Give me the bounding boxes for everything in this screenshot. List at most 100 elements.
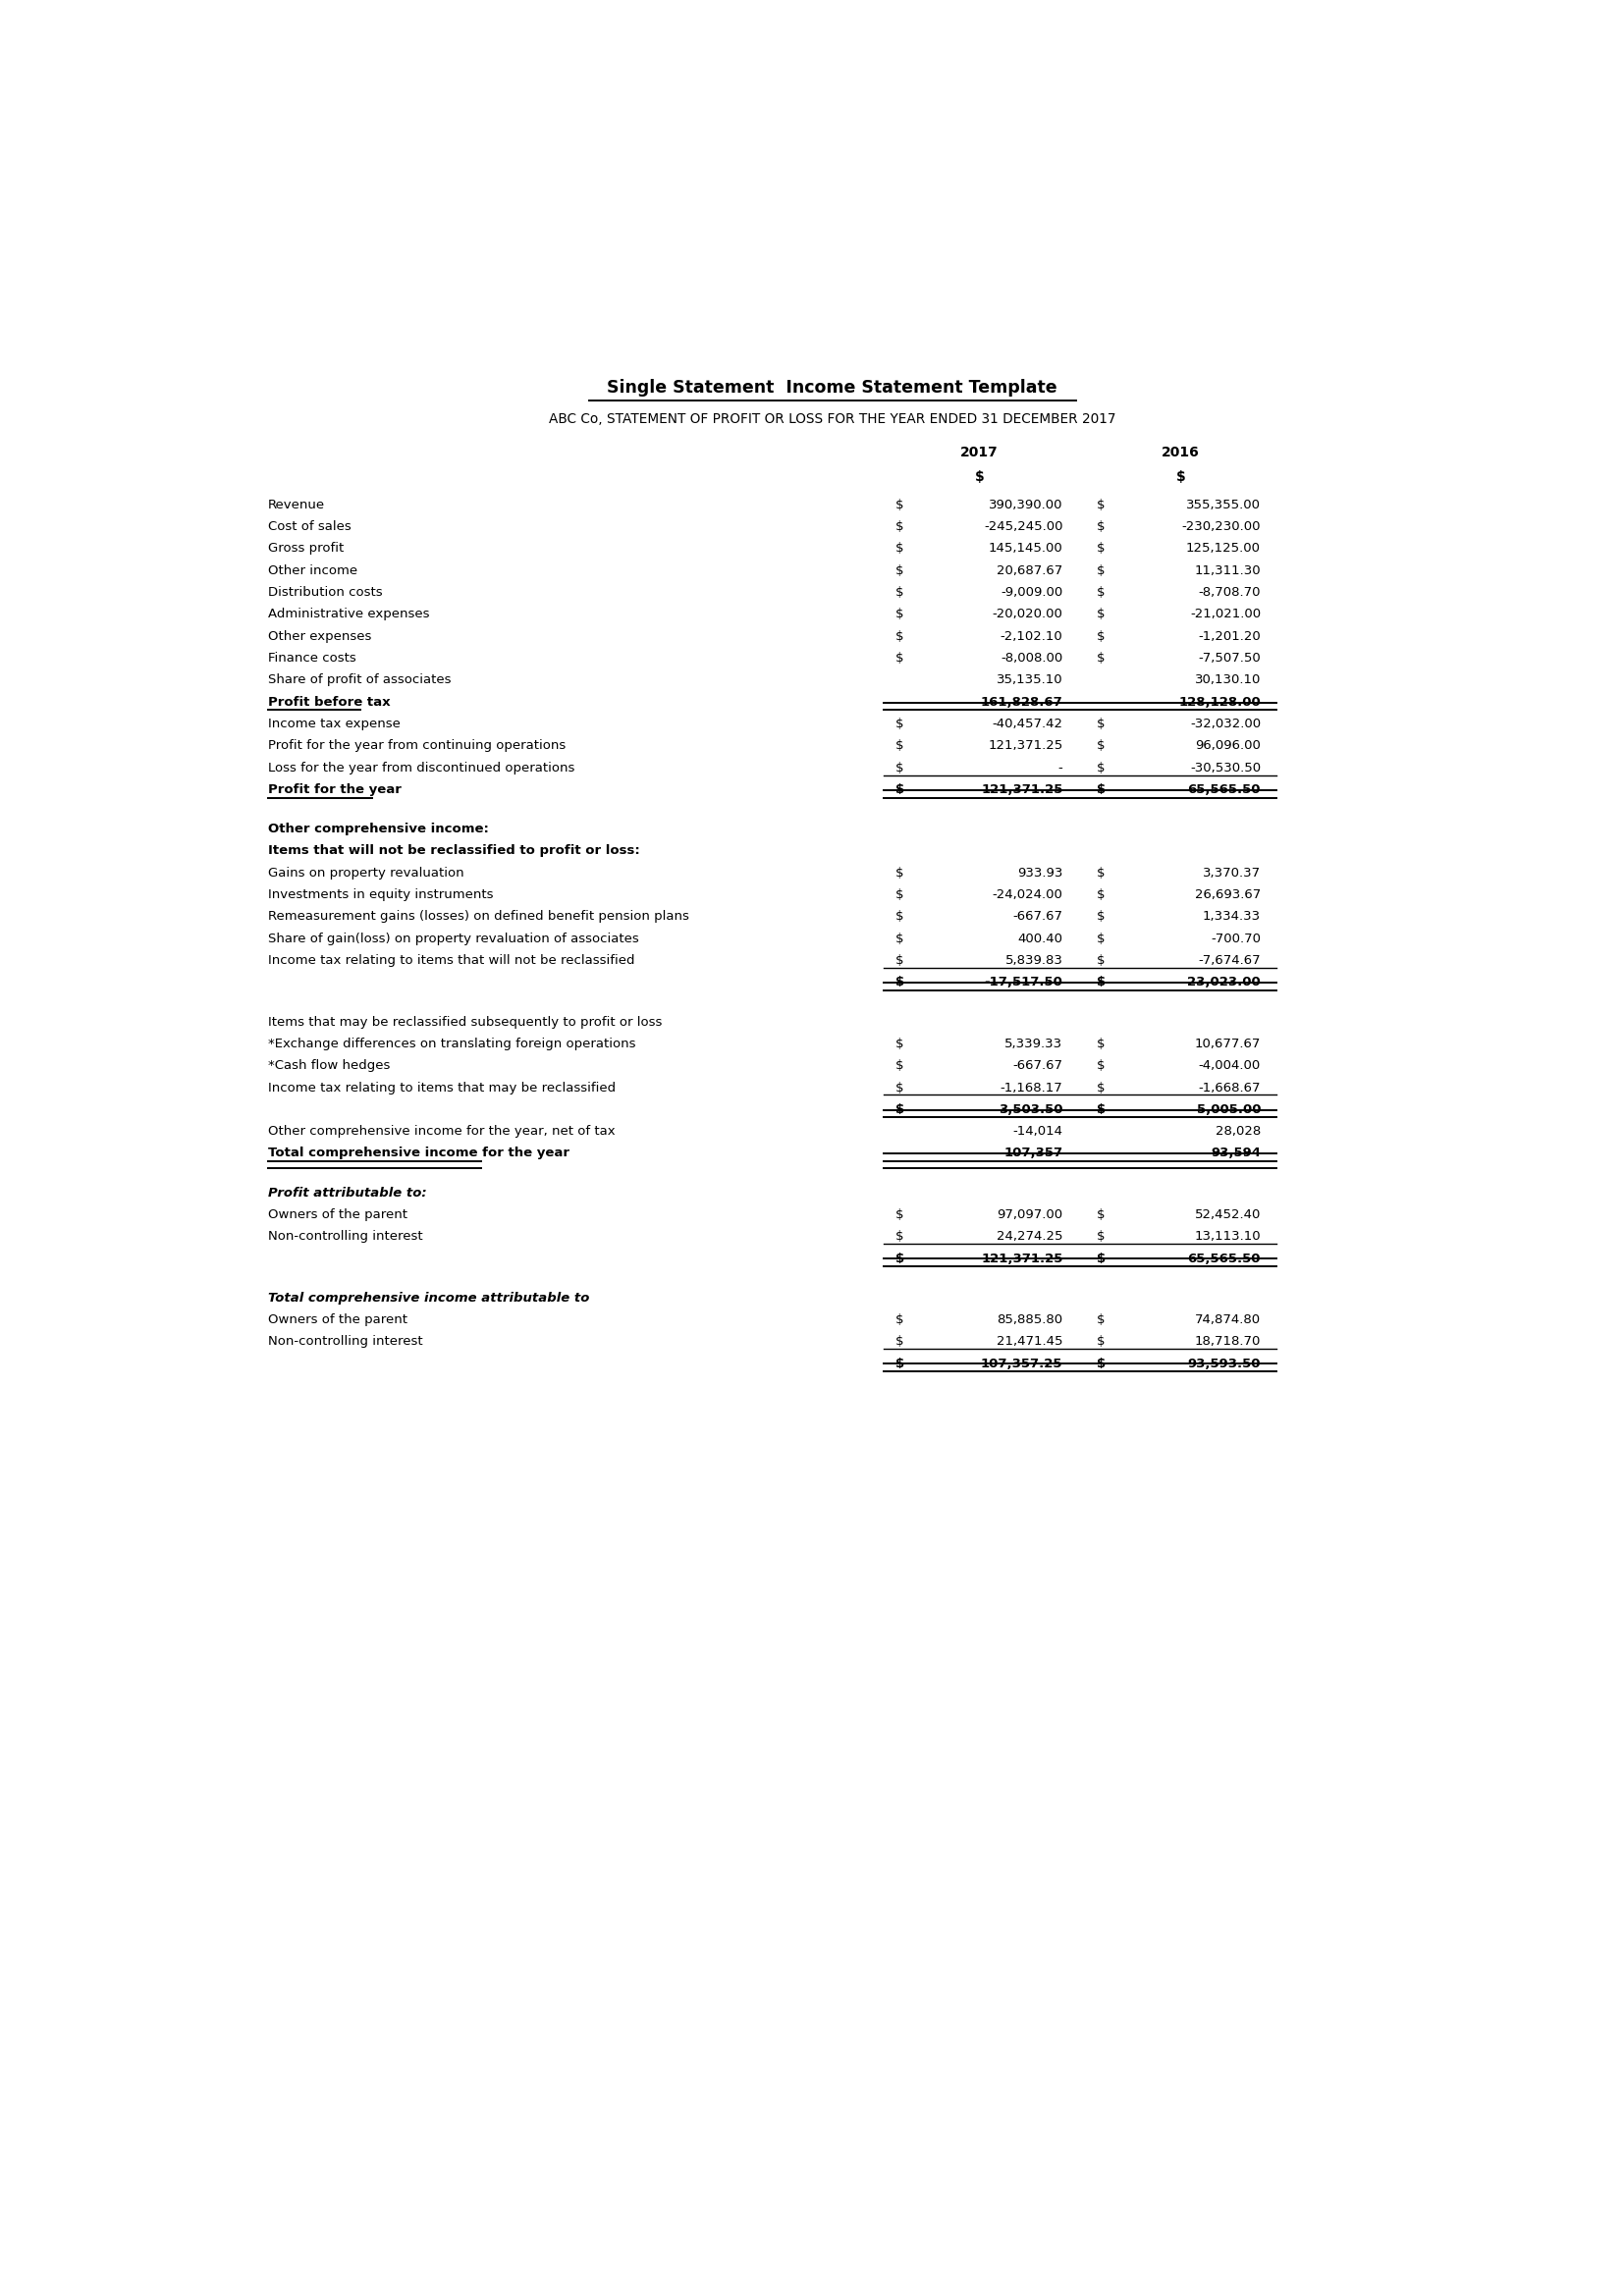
Text: Other comprehensive income:: Other comprehensive income: <box>268 822 489 836</box>
Text: $: $ <box>895 955 905 967</box>
Text: Share of profit of associates: Share of profit of associates <box>268 673 451 687</box>
Text: $: $ <box>1098 1231 1106 1242</box>
Text: $: $ <box>1098 1058 1106 1072</box>
Text: $: $ <box>895 608 905 620</box>
Text: $: $ <box>1176 471 1186 484</box>
Text: $: $ <box>895 1231 905 1242</box>
Text: 11,311.30: 11,311.30 <box>1194 565 1260 576</box>
Text: -9,009.00: -9,009.00 <box>1000 585 1062 599</box>
Text: Remeasurement gains (losses) on defined benefit pension plans: Remeasurement gains (losses) on defined … <box>268 912 689 923</box>
Text: $: $ <box>1098 1081 1106 1093</box>
Text: 85,885.80: 85,885.80 <box>997 1313 1062 1327</box>
Text: 121,371.25: 121,371.25 <box>981 783 1062 797</box>
Text: 96,096.00: 96,096.00 <box>1195 739 1260 753</box>
Text: Distribution costs: Distribution costs <box>268 585 382 599</box>
Text: Revenue: Revenue <box>268 498 325 512</box>
Text: $: $ <box>895 652 905 666</box>
Text: *Exchange differences on translating foreign operations: *Exchange differences on translating for… <box>268 1038 635 1049</box>
Text: 65,565.50: 65,565.50 <box>1187 1251 1260 1265</box>
Text: -17,517.50: -17,517.50 <box>984 976 1062 990</box>
Text: 145,145.00: 145,145.00 <box>989 542 1062 556</box>
Text: 933.93: 933.93 <box>1017 866 1062 879</box>
Text: Income tax expense: Income tax expense <box>268 719 400 730</box>
Text: 3,503.50: 3,503.50 <box>999 1102 1062 1116</box>
Text: Gross profit: Gross profit <box>268 542 344 556</box>
Text: Owners of the parent: Owners of the parent <box>268 1208 408 1221</box>
Text: $: $ <box>974 471 984 484</box>
Text: 161,828.67: 161,828.67 <box>981 696 1062 709</box>
Text: Income tax relating to items that will not be reclassified: Income tax relating to items that will n… <box>268 955 635 967</box>
Text: $: $ <box>895 912 905 923</box>
Text: 10,677.67: 10,677.67 <box>1195 1038 1260 1049</box>
Text: 5,005.00: 5,005.00 <box>1197 1102 1260 1116</box>
Text: $: $ <box>1098 932 1106 946</box>
Text: -14,014: -14,014 <box>1013 1125 1062 1139</box>
Text: -7,507.50: -7,507.50 <box>1199 652 1260 666</box>
Text: $: $ <box>1098 1038 1106 1049</box>
Text: 97,097.00: 97,097.00 <box>997 1208 1062 1221</box>
Text: -24,024.00: -24,024.00 <box>992 889 1062 902</box>
Text: $: $ <box>895 521 905 533</box>
Text: $: $ <box>895 719 905 730</box>
Text: 121,371.25: 121,371.25 <box>981 1251 1062 1265</box>
Text: 125,125.00: 125,125.00 <box>1186 542 1260 556</box>
Text: $: $ <box>1098 889 1106 902</box>
Text: 2017: 2017 <box>960 445 999 459</box>
Text: $: $ <box>1098 498 1106 512</box>
Text: $: $ <box>1098 783 1106 797</box>
Text: -1,668.67: -1,668.67 <box>1199 1081 1260 1093</box>
Text: $: $ <box>895 542 905 556</box>
Text: $: $ <box>1098 521 1106 533</box>
Text: 20,687.67: 20,687.67 <box>997 565 1062 576</box>
Text: $: $ <box>1098 1251 1106 1265</box>
Text: Profit for the year: Profit for the year <box>268 783 401 797</box>
Text: 93,594: 93,594 <box>1210 1148 1260 1159</box>
Text: $: $ <box>1098 912 1106 923</box>
Text: $: $ <box>1098 1102 1106 1116</box>
Text: -7,674.67: -7,674.67 <box>1199 955 1260 967</box>
Text: Items that will not be reclassified to profit or loss:: Items that will not be reclassified to p… <box>268 845 640 856</box>
Text: 13,113.10: 13,113.10 <box>1194 1231 1260 1242</box>
Text: 74,874.80: 74,874.80 <box>1195 1313 1260 1327</box>
Text: $: $ <box>1098 629 1106 643</box>
Text: $: $ <box>1098 719 1106 730</box>
Text: $: $ <box>895 498 905 512</box>
Text: -245,245.00: -245,245.00 <box>984 521 1062 533</box>
Text: $: $ <box>1098 608 1106 620</box>
Text: $: $ <box>1098 739 1106 753</box>
Text: Non-controlling interest: Non-controlling interest <box>268 1231 422 1242</box>
Text: Income tax relating to items that may be reclassified: Income tax relating to items that may be… <box>268 1081 615 1093</box>
Text: $: $ <box>1098 1357 1106 1371</box>
Text: $: $ <box>895 585 905 599</box>
Text: -21,021.00: -21,021.00 <box>1190 608 1260 620</box>
Text: $: $ <box>1098 762 1106 774</box>
Text: 52,452.40: 52,452.40 <box>1195 1208 1260 1221</box>
Text: $: $ <box>1098 955 1106 967</box>
Text: -: - <box>1059 762 1062 774</box>
Text: Single Statement  Income Statement Template: Single Statement Income Statement Templa… <box>607 379 1057 397</box>
Text: Gains on property revaluation: Gains on property revaluation <box>268 866 464 879</box>
Text: $: $ <box>1098 1313 1106 1327</box>
Text: $: $ <box>895 1336 905 1348</box>
Text: 5,839.83: 5,839.83 <box>1005 955 1062 967</box>
Text: $: $ <box>895 739 905 753</box>
Text: -40,457.42: -40,457.42 <box>992 719 1062 730</box>
Text: -8,008.00: -8,008.00 <box>1000 652 1062 666</box>
Text: $: $ <box>1098 652 1106 666</box>
Text: 128,128.00: 128,128.00 <box>1179 696 1260 709</box>
Text: 93,593.50: 93,593.50 <box>1187 1357 1260 1371</box>
Text: $: $ <box>895 1313 905 1327</box>
Text: -1,168.17: -1,168.17 <box>1000 1081 1062 1093</box>
Text: $: $ <box>895 976 905 990</box>
Text: -4,004.00: -4,004.00 <box>1199 1058 1260 1072</box>
Text: 23,023.00: 23,023.00 <box>1187 976 1260 990</box>
Text: -230,230.00: -230,230.00 <box>1182 521 1260 533</box>
Text: Other comprehensive income for the year, net of tax: Other comprehensive income for the year,… <box>268 1125 615 1139</box>
Text: $: $ <box>895 1058 905 1072</box>
Text: 2016: 2016 <box>1161 445 1200 459</box>
Text: $: $ <box>895 1357 905 1371</box>
Text: Non-controlling interest: Non-controlling interest <box>268 1336 422 1348</box>
Text: 35,135.10: 35,135.10 <box>997 673 1062 687</box>
Text: $: $ <box>895 1038 905 1049</box>
Text: $: $ <box>895 1208 905 1221</box>
